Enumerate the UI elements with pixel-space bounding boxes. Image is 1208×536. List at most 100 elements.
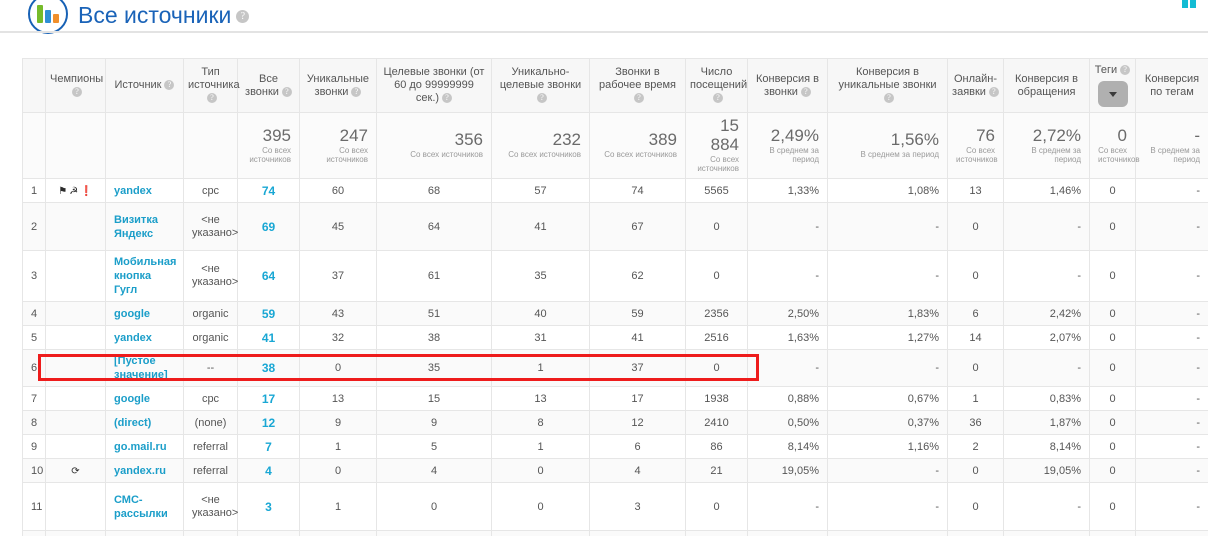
col-head-tags[interactable]: Теги?: [1089, 58, 1136, 113]
champions-cell[interactable]: [45, 434, 106, 459]
all-calls-cell-link[interactable]: 7: [265, 439, 272, 454]
source-cell[interactable]: [Пустое значение]: [105, 349, 184, 387]
table-row[interactable]: 6 [Пустое значение] -- 38 0 35 1 37 0- -0-0-: [22, 349, 1208, 387]
source-cell-link[interactable]: yandex.ru: [114, 464, 166, 477]
all-calls-cell[interactable]: 7: [237, 434, 300, 459]
source-cell[interactable]: Мобильная кнопка Гугл: [105, 250, 184, 302]
source-cell[interactable]: yandex.ru: [105, 458, 184, 483]
col-head-conv-requests[interactable]: Конверсия в обращения: [1003, 58, 1090, 113]
source-cell[interactable]: СМС-рассылки: [105, 482, 184, 531]
all-calls-cell[interactable]: 74: [237, 178, 300, 203]
title-help-icon[interactable]: ?: [236, 10, 250, 23]
table-row[interactable]: 1 ⚑ ☭ ❗ yandex cpc 74 60 68 57 74 5565 1,33% 1,08% 13 1…: [22, 178, 1208, 203]
table-row[interactable]: 4 google organic 59 43 51 40 59 2356 2,50% 1,83% 6 2…: [22, 301, 1208, 326]
source-cell[interactable]: go.mail.ru: [105, 434, 184, 459]
col-head-visits[interactable]: Число посещений?: [685, 58, 748, 113]
table-row[interactable]: 12Мобильная кнопка Общая<неуказано>22112…: [22, 530, 1208, 536]
source-cell[interactable]: google: [105, 301, 184, 326]
table-row[interactable]: 10 ⟳ yandex.ru referral 4 0 4 0 4 21 19,05% -0 19,05…: [22, 458, 1208, 483]
source-cell-link[interactable]: yandex: [114, 331, 152, 344]
source-cell-link[interactable]: google: [114, 392, 151, 405]
source-cell[interactable]: yandex: [105, 325, 184, 350]
source-cell-link[interactable]: (direct): [114, 416, 152, 429]
source-cell-link[interactable]: yandex: [114, 184, 152, 197]
champions-cell[interactable]: [45, 349, 106, 387]
champions-cell[interactable]: [45, 202, 106, 251]
all-calls-cell[interactable]: 41: [237, 325, 300, 350]
all-calls-cell-link[interactable]: 3: [265, 499, 272, 514]
champions-cell[interactable]: [45, 250, 106, 302]
help-icon[interactable]: ?: [800, 86, 811, 97]
source-cell-link[interactable]: Визитка Яндекс: [114, 213, 158, 240]
champions-cell[interactable]: [45, 482, 106, 531]
champions-cell[interactable]: ⟳: [45, 458, 106, 483]
champions-cell[interactable]: [45, 410, 106, 435]
champions-cell[interactable]: [45, 386, 106, 411]
table-row[interactable]: 3 Мобильная кнопка Гугл <не указано> 64 37 61 3…: [22, 250, 1208, 302]
table-row[interactable]: 9 go.mail.ru referral 7 1 5 1 6 86 8,14% 1,16% 2 8,1…: [22, 434, 1208, 459]
champions-cell[interactable]: [45, 301, 106, 326]
help-icon[interactable]: ?: [442, 93, 453, 103]
all-calls-cell-link[interactable]: 38: [261, 361, 276, 375]
all-calls-cell-link[interactable]: 69: [261, 219, 276, 234]
col-head-source-type[interactable]: Тип источника?: [183, 58, 240, 113]
tags-dropdown-button[interactable]: [1097, 81, 1128, 107]
all-calls-cell-link[interactable]: 17: [261, 391, 276, 406]
grid-icon[interactable]: [1182, 0, 1198, 8]
help-icon[interactable]: ?: [634, 93, 644, 103]
alert-icon[interactable]: ❗: [80, 185, 93, 197]
table-row[interactable]: 7 google cpc 17 13 15 13 17 1938 0,88% 0,67% 1 0,83%…: [22, 386, 1208, 411]
help-icon[interactable]: ?: [351, 86, 362, 97]
all-calls-cell-link[interactable]: 4: [265, 463, 272, 478]
bell-icon[interactable]: ⚑: [58, 185, 68, 197]
table-row[interactable]: 2 Визитка Яндекс <не указано> 69 45 64 41 67 0- -0…: [22, 202, 1208, 251]
all-calls-cell[interactable]: 17: [237, 386, 300, 411]
help-icon[interactable]: ?: [72, 86, 82, 97]
col-head-source[interactable]: Источник?: [105, 58, 184, 113]
champions-cell[interactable]: [45, 325, 106, 350]
help-icon[interactable]: ?: [207, 93, 217, 103]
all-calls-cell[interactable]: 38: [237, 349, 300, 387]
col-head-online-requests[interactable]: Онлайн-заявки?: [947, 58, 1004, 113]
source-cell-link[interactable]: go.mail.ru: [114, 440, 167, 453]
col-head-target-calls[interactable]: Целевые звонки (от 60 до 99999999 сек.)?: [376, 58, 492, 113]
col-head-champions[interactable]: Чемпионы?: [45, 58, 106, 113]
source-cell-link[interactable]: Мобильная кнопка Гугл: [114, 256, 177, 296]
all-calls-cell[interactable]: 64: [237, 250, 300, 302]
col-head-conv-tags[interactable]: Конверсия по тегам: [1135, 58, 1208, 113]
source-cell-link[interactable]: google: [114, 307, 151, 320]
help-icon[interactable]: ?: [164, 80, 175, 90]
all-calls-cell[interactable]: 3: [237, 482, 300, 531]
table-row[interactable]: 11 СМС-рассылки <не указано> 3 1 0 0 3 0- -0-0-: [22, 482, 1208, 531]
col-head-conv-calls[interactable]: Конверсия в звонки?: [747, 58, 828, 113]
source-cell[interactable]: (direct): [105, 410, 184, 435]
table-row[interactable]: 5 yandex organic 41 32 38 31 41 2516 1,63% 1,27% 14…: [22, 325, 1208, 350]
col-head-all-calls[interactable]: Все звонки?: [237, 58, 300, 113]
all-calls-cell-link[interactable]: 74: [261, 183, 276, 198]
all-calls-cell[interactable]: 59: [237, 301, 300, 326]
all-calls-cell-link[interactable]: 41: [261, 330, 276, 345]
source-cell[interactable]: Мобильная кнопка Общая: [105, 530, 184, 536]
all-calls-cell-link[interactable]: 59: [261, 306, 276, 321]
all-calls-cell-link[interactable]: 64: [261, 269, 276, 283]
all-calls-cell-link[interactable]: 12: [261, 415, 276, 430]
source-cell-link[interactable]: [Пустое значение]: [114, 355, 168, 381]
source-cell[interactable]: google: [105, 386, 184, 411]
source-cell[interactable]: yandex: [105, 178, 184, 203]
help-icon[interactable]: ?: [281, 86, 292, 97]
help-icon[interactable]: ?: [537, 93, 547, 103]
source-cell[interactable]: Визитка Яндекс: [105, 202, 184, 251]
source-cell-link[interactable]: СМС-рассылки: [114, 493, 168, 520]
help-icon[interactable]: ?: [1120, 65, 1131, 75]
table-row[interactable]: 8 (direct) (none) 12 9 9 8 12 2410 0,50% 0,37% 36 1,…: [22, 410, 1208, 435]
help-icon[interactable]: ?: [988, 86, 999, 97]
col-head-worktime-calls[interactable]: Звонки в рабочее время?: [589, 58, 686, 113]
all-calls-cell[interactable]: 4: [237, 458, 300, 483]
col-head-unique-target-calls[interactable]: Уникально-целевые звонки?: [491, 58, 590, 113]
champions-cell[interactable]: ⚑ ☭ ❗: [45, 178, 106, 203]
champions-cell[interactable]: [45, 530, 106, 536]
col-head-unique-calls[interactable]: Уникальные звонки?: [299, 58, 377, 113]
hand-icon[interactable]: ☭: [69, 185, 79, 197]
all-calls-cell[interactable]: 2: [237, 530, 300, 536]
refresh-icon[interactable]: ⟳: [71, 465, 80, 477]
